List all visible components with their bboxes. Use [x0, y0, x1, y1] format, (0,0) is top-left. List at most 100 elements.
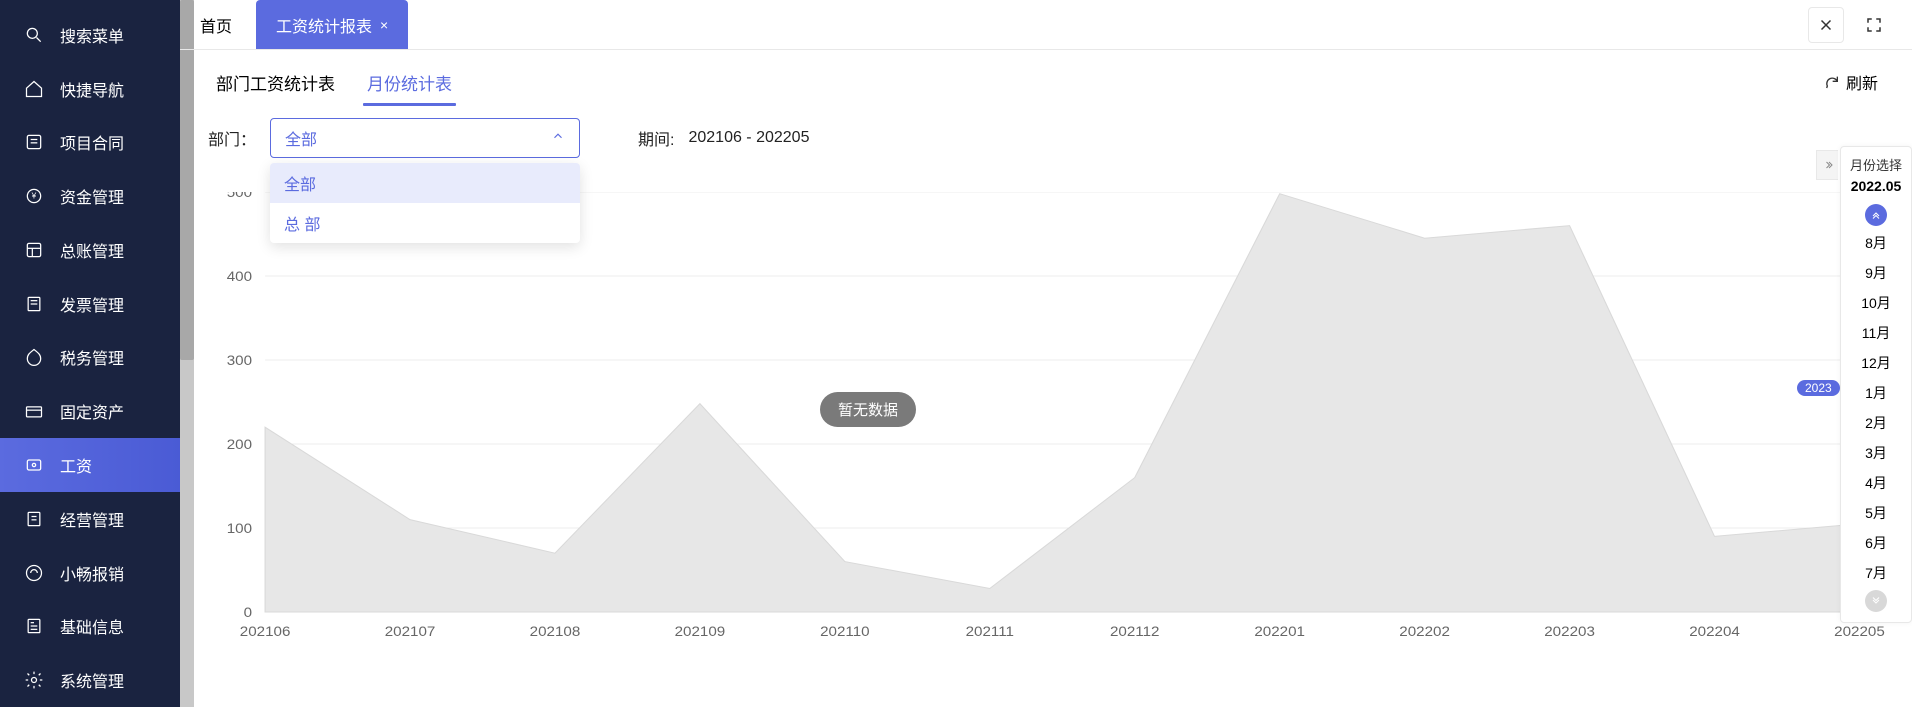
svg-text:202201: 202201	[1254, 624, 1305, 639]
sidebar-item-label: 工资	[60, 453, 92, 477]
year-badge: 2023	[1797, 380, 1840, 396]
filter-row: 部门： 全部 全部 总 部 期间: 202106 - 202205	[200, 114, 1892, 162]
month-option[interactable]: 7月	[1841, 558, 1911, 588]
sidebar-item-label: 总账管理	[60, 238, 124, 262]
close-all-tabs-button[interactable]	[1808, 7, 1844, 43]
dropdown-option-all[interactable]: 全部	[270, 163, 580, 203]
svg-text:202110: 202110	[820, 624, 870, 639]
month-picker-panel: 月份选择 2022.05 8月9月10月11月12月1月20232月3月4月5月…	[1840, 146, 1912, 623]
month-scroll-down[interactable]	[1865, 590, 1887, 612]
sidebar-item-label: 发票管理	[60, 292, 124, 316]
month-panel-collapse[interactable]	[1816, 150, 1838, 180]
month-option[interactable]: 2月	[1841, 408, 1911, 438]
month-option[interactable]: 5月	[1841, 498, 1911, 528]
svg-text:202205: 202205	[1834, 624, 1885, 639]
sidebar-item-funds[interactable]: ¥ 资金管理	[0, 169, 180, 223]
refresh-button[interactable]: 刷新	[1824, 70, 1892, 94]
no-data-badge: 暂无数据	[820, 392, 916, 427]
sidebar-item-system[interactable]: 系统管理	[0, 653, 180, 707]
svg-text:500: 500	[227, 192, 252, 201]
sidebar-item-invoice[interactable]: 发票管理	[0, 277, 180, 331]
month-option[interactable]: 3月	[1841, 438, 1911, 468]
sub-tabs: 部门工资统计表 月份统计表 刷新	[200, 50, 1892, 114]
month-panel-current: 2022.05	[1851, 178, 1902, 194]
svg-text:202111: 202111	[966, 624, 1014, 639]
sidebar-item-label: 搜索菜单	[60, 23, 124, 47]
business-icon	[24, 509, 44, 529]
period-label: 期间:	[638, 126, 674, 150]
sidebar-item-ledger[interactable]: 总账管理	[0, 223, 180, 277]
svg-text:202204: 202204	[1689, 624, 1740, 639]
sidebar-item-label: 项目合同	[60, 130, 124, 154]
svg-text:202202: 202202	[1399, 624, 1450, 639]
asset-icon	[24, 401, 44, 421]
sidebar-item-label: 经营管理	[60, 507, 124, 531]
svg-text:202112: 202112	[1110, 624, 1160, 639]
refresh-label: 刷新	[1846, 70, 1878, 94]
month-option[interactable]: 12月	[1841, 348, 1911, 378]
gear-icon	[24, 670, 44, 690]
month-option[interactable]: 9月	[1841, 258, 1911, 288]
sidebar-item-tax[interactable]: 税务管理	[0, 331, 180, 385]
svg-text:400: 400	[227, 269, 252, 284]
sidebar-item-info[interactable]: 基础信息	[0, 599, 180, 653]
svg-text:300: 300	[227, 353, 252, 368]
sidebar-item-quicknav[interactable]: 快捷导航	[0, 62, 180, 116]
subtab-department[interactable]: 部门工资统计表	[200, 50, 351, 114]
sidebar-item-salary[interactable]: 工资	[0, 438, 180, 492]
dept-dropdown: 全部 总 部	[270, 163, 580, 243]
sidebar-item-label: 基础信息	[60, 614, 124, 638]
sidebar-item-contracts[interactable]: 项目合同	[0, 116, 180, 170]
sidebar-item-business[interactable]: 经营管理	[0, 492, 180, 546]
month-option[interactable]: 6月	[1841, 528, 1911, 558]
period-value: 202106 - 202205	[688, 129, 809, 147]
month-option[interactable]: 10月	[1841, 288, 1911, 318]
dept-select-value: 全部	[285, 126, 317, 150]
tab-salary-report[interactable]: 工资统计报表 ×	[256, 0, 408, 49]
sidebar-item-label: 固定资产	[60, 399, 124, 423]
svg-text:100: 100	[227, 521, 252, 536]
chart-area: 0100200300400500202106202107202108202109…	[200, 192, 1892, 672]
svg-text:0: 0	[244, 605, 252, 620]
expense-icon	[24, 563, 44, 583]
home-icon	[24, 79, 44, 99]
refresh-icon	[1824, 74, 1840, 90]
content-area: 部门工资统计表 月份统计表 刷新 部门： 全部 全部 总 部 期间: 20210…	[180, 50, 1912, 707]
ledger-icon	[24, 240, 44, 260]
close-icon[interactable]: ×	[380, 17, 388, 33]
svg-text:202203: 202203	[1544, 624, 1595, 639]
tab-bar: 首页 工资统计报表 ×	[180, 0, 1912, 50]
subtab-month[interactable]: 月份统计表	[351, 50, 468, 114]
month-scroll-up[interactable]	[1865, 204, 1887, 226]
file-box-icon	[24, 132, 44, 152]
dept-label: 部门：	[208, 126, 256, 150]
search-icon	[24, 25, 44, 45]
month-option[interactable]: 4月	[1841, 468, 1911, 498]
chevron-up-icon	[551, 129, 565, 148]
tab-label: 工资统计报表	[276, 13, 372, 37]
svg-text:202109: 202109	[675, 624, 726, 639]
sidebar-item-asset[interactable]: 固定资产	[0, 384, 180, 438]
sidebar-item-label: 系统管理	[60, 668, 124, 692]
sidebar-item-search[interactable]: 搜索菜单	[0, 8, 180, 62]
area-chart: 0100200300400500202106202107202108202109…	[200, 192, 1892, 672]
svg-text:¥: ¥	[31, 191, 37, 201]
sidebar-item-expense[interactable]: 小畅报销	[0, 546, 180, 600]
fullscreen-button[interactable]	[1856, 7, 1892, 43]
sidebar-item-label: 税务管理	[60, 345, 124, 369]
svg-text:200: 200	[227, 437, 252, 452]
dropdown-option-hq[interactable]: 总 部	[270, 203, 580, 243]
dept-select[interactable]: 全部 全部 总 部	[270, 118, 580, 158]
month-option[interactable]: 1月2023	[1841, 378, 1911, 408]
tax-icon	[24, 347, 44, 367]
coin-icon: ¥	[24, 186, 44, 206]
invoice-icon	[24, 294, 44, 314]
month-option[interactable]: 11月	[1841, 318, 1911, 348]
tab-home[interactable]: 首页	[180, 0, 252, 49]
month-list: 8月9月10月11月12月1月20232月3月4月5月6月7月	[1841, 228, 1911, 588]
svg-text:202106: 202106	[240, 624, 291, 639]
main-area: 首页 工资统计报表 × 部门工资统计表 月份统计表 刷新 部门： 全部	[180, 0, 1912, 707]
month-option[interactable]: 8月	[1841, 228, 1911, 258]
sidebar-nav: 搜索菜单 快捷导航 项目合同 ¥ 资金管理 总账管理 发票管理 税务管理 固定资…	[0, 0, 180, 707]
sidebar-item-label: 快捷导航	[60, 77, 124, 101]
